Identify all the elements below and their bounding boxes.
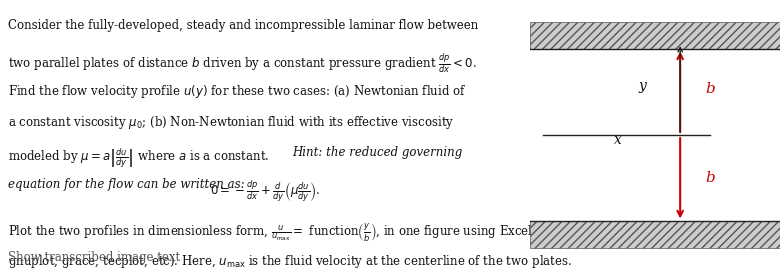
Text: a constant viscosity $\mu_0$; (b) Non-Newtonian fluid with its effective viscosi: a constant viscosity $\mu_0$; (b) Non-Ne… xyxy=(8,114,455,131)
Text: Plot the two profiles in dimensionless form, $\frac{u}{u_{\mathrm{max}}} = $ fun: Plot the two profiles in dimensionless f… xyxy=(8,221,680,243)
Text: y: y xyxy=(639,79,647,93)
Text: b: b xyxy=(705,82,715,96)
Text: gnuplot, grace, tecplot, etc). Here, $u_{\mathrm{max}}$ is the fluid velocity at: gnuplot, grace, tecplot, etc). Here, $u_… xyxy=(8,253,573,270)
Text: modeled by $\mu = a\left|\frac{du}{dy}\right|$ where $a$ is a constant.: modeled by $\mu = a\left|\frac{du}{dy}\r… xyxy=(8,146,275,170)
Text: equation for the flow can be written as:: equation for the flow can be written as: xyxy=(8,178,249,191)
Text: Consider the fully-developed, steady and incompressible laminar flow between: Consider the fully-developed, steady and… xyxy=(8,19,478,32)
Text: Hint: the reduced governing: Hint: the reduced governing xyxy=(292,146,463,159)
Text: b: b xyxy=(705,171,715,185)
Text: two parallel plates of distance $b$ driven by a constant pressure gradient $\fra: two parallel plates of distance $b$ driv… xyxy=(8,51,477,75)
Text: $0 = -\frac{dp}{dx} + \frac{d}{dy}\left(\mu\frac{du}{dy}\right)$.: $0 = -\frac{dp}{dx} + \frac{d}{dy}\left(… xyxy=(211,178,321,204)
Text: Show transcribed image text: Show transcribed image text xyxy=(8,251,180,264)
Text: Find the flow velocity profile $u(y)$ for these two cases: (a) Newtonian fluid o: Find the flow velocity profile $u(y)$ fo… xyxy=(8,83,466,100)
Text: x: x xyxy=(614,133,622,147)
Bar xyxy=(530,22,780,49)
Bar xyxy=(530,221,780,248)
